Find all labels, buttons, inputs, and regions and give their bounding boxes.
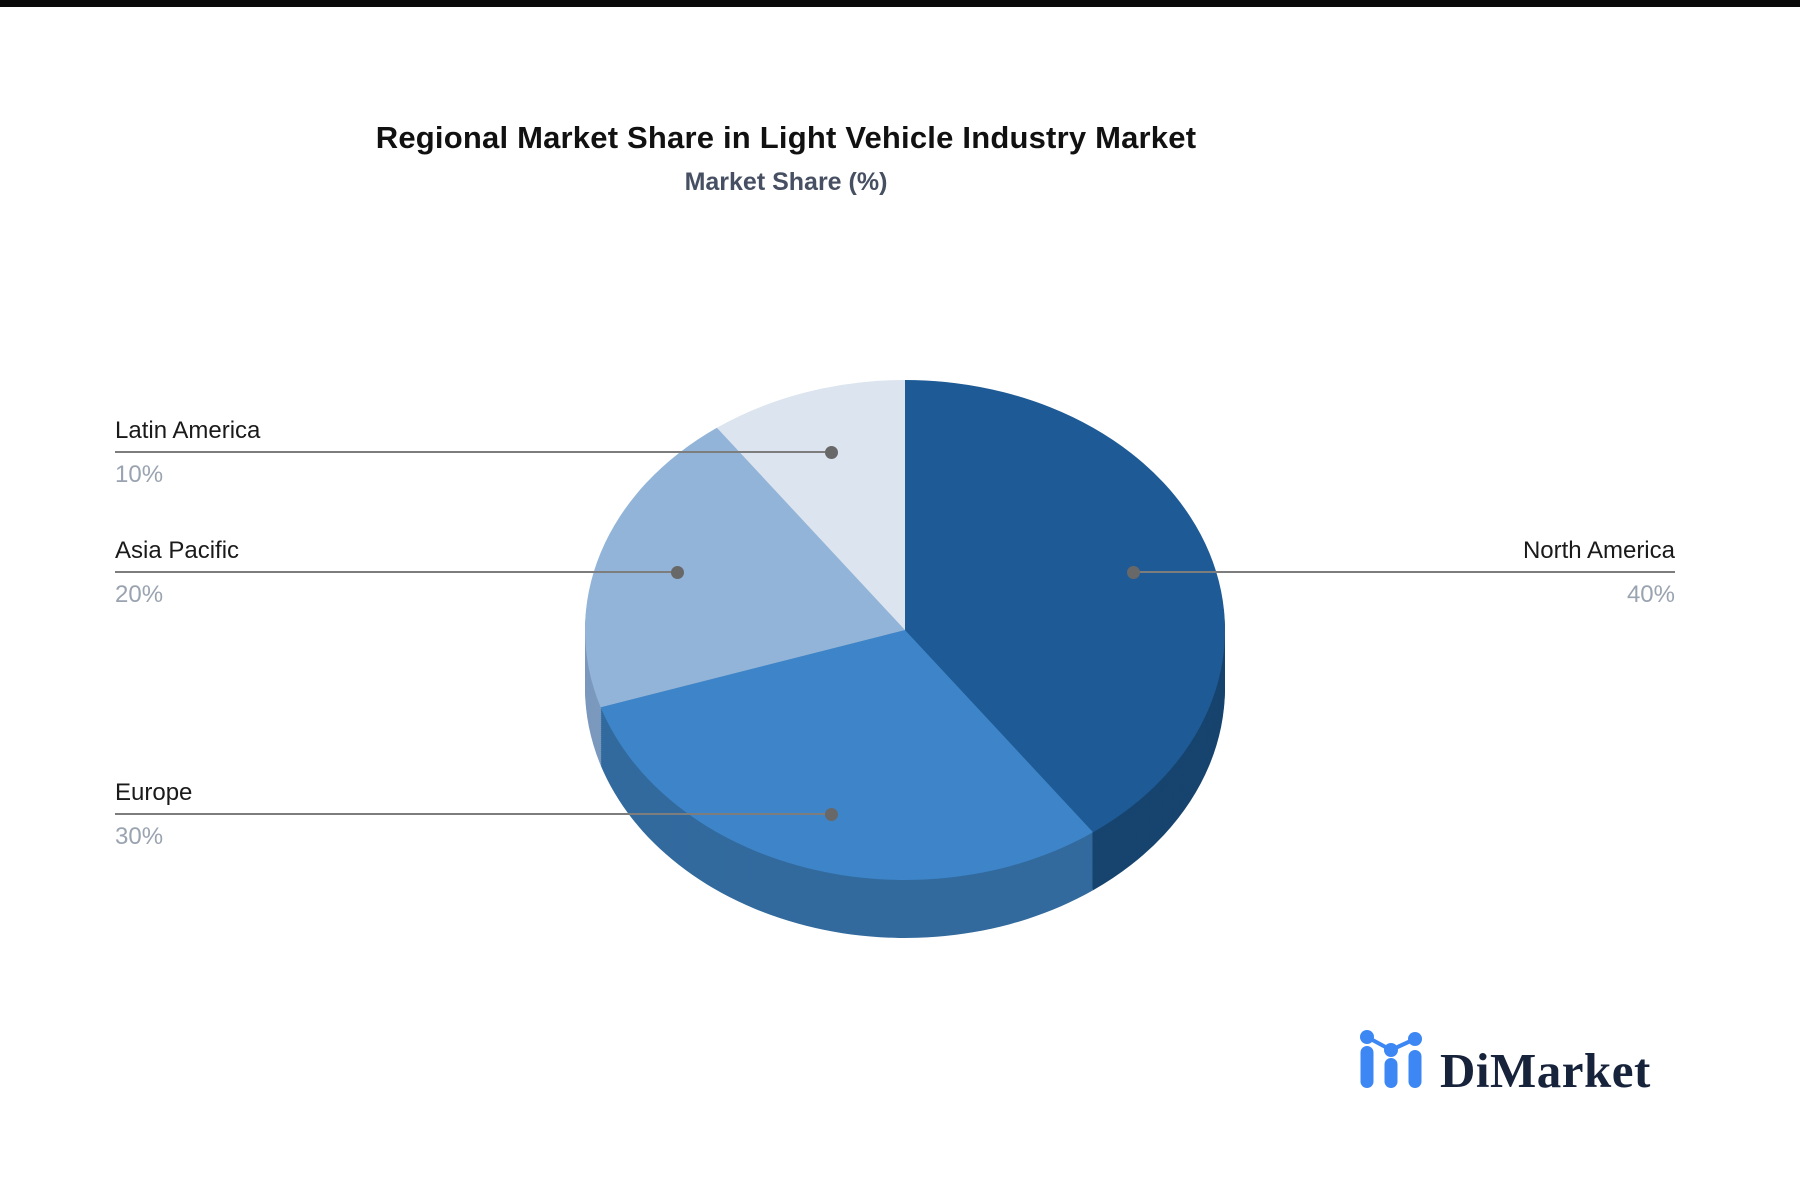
pie-slice-europe[interactable] (600, 630, 1094, 880)
pie-slice-latin-america[interactable] (716, 380, 905, 630)
slice-value-north-america: 40% (1626, 581, 1675, 608)
slice-label-north-america: North America (1522, 537, 1675, 564)
chart-subtitle: Market Share (%) (684, 168, 888, 196)
leader-dot-asia-pacific (671, 566, 684, 579)
leader-line-asia-pacific (115, 571, 677, 573)
pie-slice-north-america[interactable] (905, 380, 1225, 833)
bar-line-chart-icon (1360, 1030, 1422, 1088)
leader-dot-europe (825, 808, 838, 821)
leader-line-europe (115, 813, 831, 815)
leader-dot-north-america (1127, 566, 1140, 579)
pie-slice-asia-pacific[interactable] (585, 427, 905, 708)
leader-dot-latin-america (825, 446, 838, 459)
slice-value-asia-pacific: 20% (115, 581, 164, 608)
slice-label-asia-pacific: Asia Pacific (115, 537, 240, 564)
slice-label-europe: Europe (115, 779, 193, 806)
chart-title: Regional Market Share in Light Vehicle I… (375, 120, 1197, 155)
leader-line-latin-america (115, 451, 831, 453)
leader-line-north-america (1133, 571, 1675, 573)
top-border-bar (0, 0, 1800, 7)
dimarket-logo[interactable]: DiMarket (1355, 1022, 1655, 1100)
brand-name: DiMarket (1440, 1043, 1651, 1098)
slice-label-latin-america: Latin America (115, 417, 261, 444)
slice-value-latin-america: 10% (115, 461, 164, 488)
slice-value-europe: 30% (115, 823, 164, 850)
